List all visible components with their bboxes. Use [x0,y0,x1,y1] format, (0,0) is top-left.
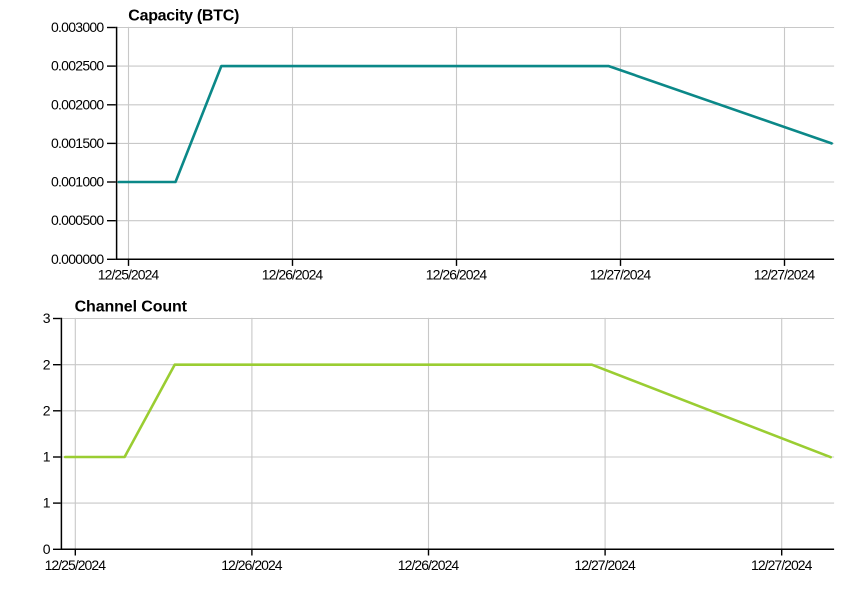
svg-text:12/27/2024: 12/27/2024 [751,557,813,573]
svg-text:0.000500: 0.000500 [51,212,104,228]
svg-text:2: 2 [43,402,51,418]
svg-text:12/27/2024: 12/27/2024 [754,267,816,283]
svg-text:1: 1 [43,495,51,511]
svg-text:Capacity (BTC): Capacity (BTC) [128,8,239,25]
svg-text:0.003000: 0.003000 [51,19,104,35]
svg-text:3: 3 [43,310,51,326]
svg-text:12/27/2024: 12/27/2024 [590,267,652,283]
svg-text:0: 0 [43,541,51,557]
svg-text:Channel Count: Channel Count [75,298,188,315]
svg-text:0.002000: 0.002000 [51,96,104,112]
svg-text:12/26/2024: 12/26/2024 [398,557,460,573]
svg-text:12/26/2024: 12/26/2024 [262,267,324,283]
svg-text:12/25/2024: 12/25/2024 [98,267,160,283]
svg-text:1: 1 [43,449,51,465]
svg-text:0.000000: 0.000000 [51,251,104,267]
svg-text:0.001500: 0.001500 [51,135,104,151]
svg-text:12/26/2024: 12/26/2024 [221,557,283,573]
svg-text:12/27/2024: 12/27/2024 [574,557,636,573]
svg-text:0.002500: 0.002500 [51,58,104,74]
svg-text:12/26/2024: 12/26/2024 [426,267,488,283]
svg-text:2: 2 [43,356,51,372]
svg-text:0.001000: 0.001000 [51,174,104,190]
svg-text:12/25/2024: 12/25/2024 [45,557,107,573]
